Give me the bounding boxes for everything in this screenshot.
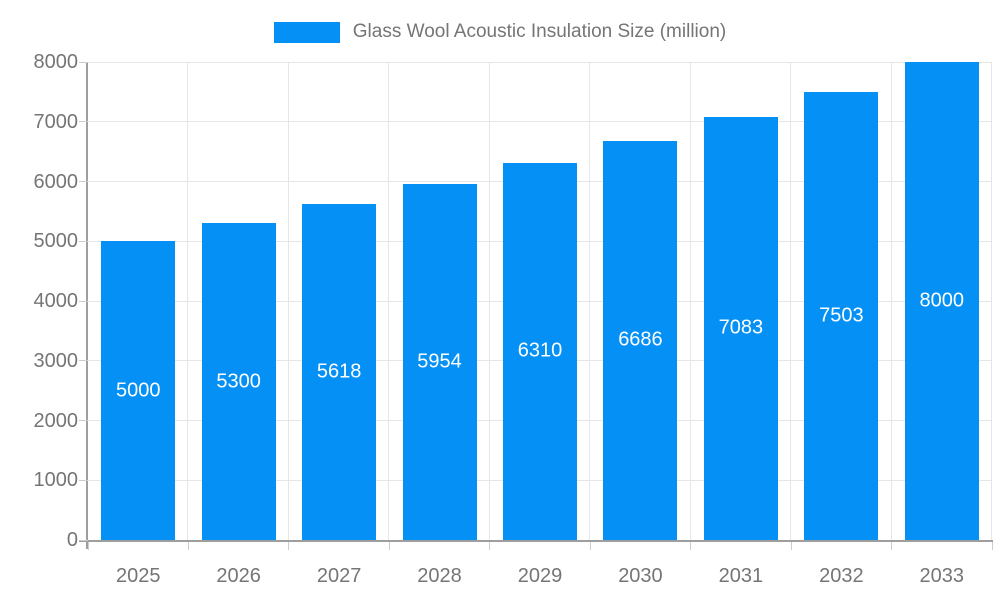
bar-value-label: 5954 xyxy=(417,350,462,373)
x-gridline xyxy=(589,62,591,540)
y-tick-label: 3000 xyxy=(33,349,79,372)
legend-swatch-icon xyxy=(273,21,340,43)
x-gridline xyxy=(890,62,892,540)
y-axis-tick xyxy=(79,121,88,123)
y-axis-tick xyxy=(79,479,88,481)
x-tick-label: 2025 xyxy=(115,565,161,587)
x-gridline xyxy=(991,62,992,540)
x-axis-tick xyxy=(489,542,491,550)
x-tick-label: 2032 xyxy=(819,565,864,587)
x-tick-label: 2027 xyxy=(316,565,362,587)
y-axis-line xyxy=(86,62,88,549)
y-tick-label: 7000 xyxy=(33,110,79,133)
y-tick-label: 4000 xyxy=(33,290,79,312)
bar-value-label: 7083 xyxy=(718,316,764,339)
bar[interactable]: 6310 xyxy=(503,162,577,540)
x-tick-label: 2028 xyxy=(417,565,462,587)
y-axis-tick xyxy=(79,360,88,362)
x-tick-label: 2026 xyxy=(216,565,261,587)
bar-value-label: 6310 xyxy=(517,339,563,362)
bar-value-label: 6686 xyxy=(618,328,663,351)
x-axis-line xyxy=(79,540,993,542)
y-axis-tick xyxy=(79,61,88,63)
bar-value-label: 5618 xyxy=(316,360,362,383)
bar-value-label: 5300 xyxy=(216,370,261,393)
bar[interactable]: 7083 xyxy=(703,116,778,540)
x-tick-label: 2033 xyxy=(919,565,965,587)
y-axis-tick xyxy=(79,240,88,242)
x-tick-label: 2030 xyxy=(618,565,663,587)
bar-value-label: 5000 xyxy=(115,379,161,402)
x-axis-tick xyxy=(288,542,290,550)
x-axis-tick xyxy=(891,542,893,550)
bar[interactable]: 5954 xyxy=(402,184,477,540)
x-gridline xyxy=(790,62,792,540)
bar-value-label: 8000 xyxy=(919,289,965,312)
x-axis-tick xyxy=(991,542,993,550)
y-axis-tick xyxy=(79,420,88,421)
legend[interactable]: Glass Wool Acoustic Insulation Size (mil… xyxy=(0,21,1000,43)
y-tick-label: 5000 xyxy=(33,230,79,253)
y-tick-label: 2000 xyxy=(33,409,79,432)
x-tick-label: 2031 xyxy=(718,565,764,587)
x-gridline xyxy=(689,62,691,540)
x-gridline xyxy=(287,62,289,540)
bar[interactable]: 5000 xyxy=(101,241,176,540)
x-tick-label: 2029 xyxy=(517,565,563,587)
x-axis-tick xyxy=(589,542,591,550)
y-gridline xyxy=(88,61,992,63)
x-gridline xyxy=(488,62,490,540)
x-axis-tick xyxy=(187,542,189,550)
bar[interactable]: 8000 xyxy=(904,62,979,540)
bar-value-label: 7503 xyxy=(819,304,864,327)
x-axis-tick xyxy=(690,542,692,550)
x-gridline xyxy=(187,62,189,540)
x-gridline xyxy=(388,62,390,540)
y-axis-tick xyxy=(79,181,88,182)
x-axis-tick xyxy=(790,542,792,550)
bar[interactable]: 7503 xyxy=(804,91,879,540)
y-axis-tick xyxy=(79,539,88,541)
y-tick-label: 6000 xyxy=(33,170,79,193)
y-gridline xyxy=(88,121,992,123)
bar[interactable]: 6686 xyxy=(603,140,678,540)
x-axis-tick xyxy=(388,542,390,550)
y-axis-tick xyxy=(79,300,88,302)
bar[interactable]: 5300 xyxy=(201,223,276,540)
y-tick-label: 1000 xyxy=(33,469,79,492)
x-axis-tick xyxy=(87,542,89,550)
plot-area: 5000 5300 5618 5954 6310 6686 7083 7503 8000 xyxy=(88,61,992,540)
y-tick-label: 8000 xyxy=(33,51,79,73)
y-tick-label: 0 xyxy=(66,529,78,551)
legend-label: Glass Wool Acoustic Insulation Size (mil… xyxy=(352,21,727,42)
bar[interactable]: 5618 xyxy=(302,204,377,540)
